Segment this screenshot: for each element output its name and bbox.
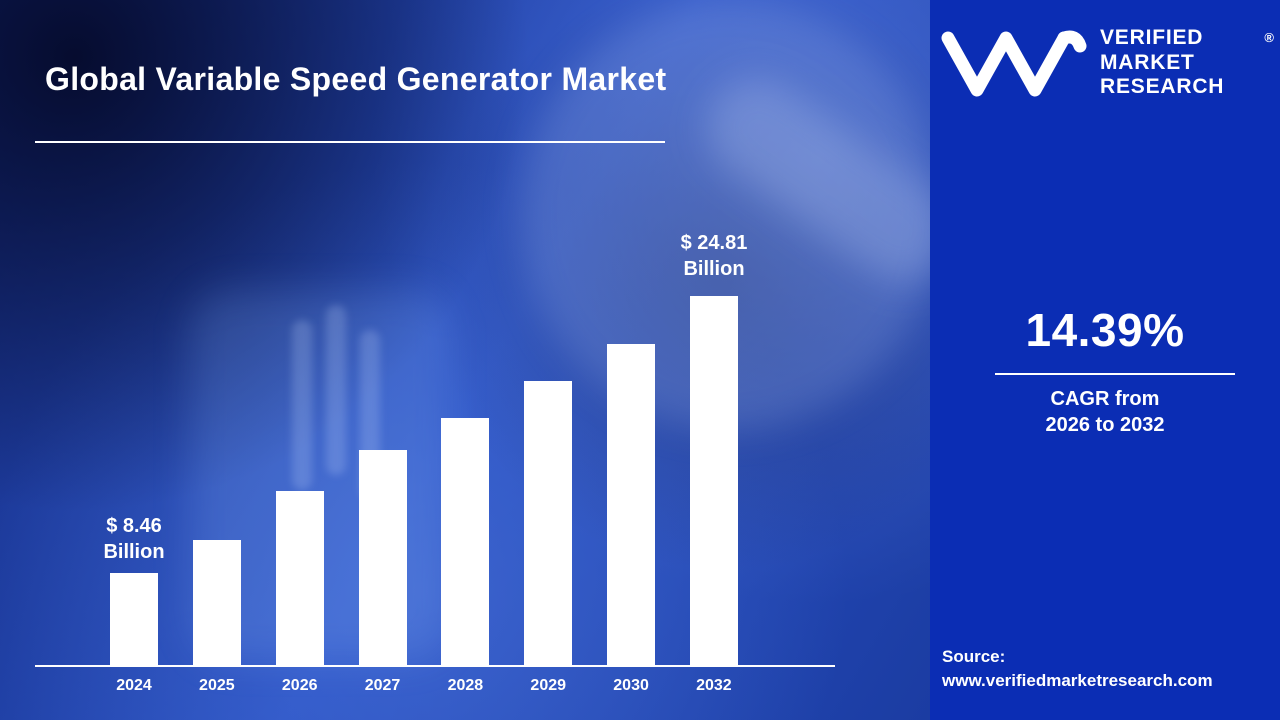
background-testtube: [292, 320, 312, 490]
cagr-underline: [995, 373, 1235, 375]
x-axis-label-2027: 2027: [364, 677, 401, 694]
x-axis-label-2025: 2025: [199, 677, 235, 694]
cagr-label-line2: 2026 to 2032: [1045, 414, 1165, 436]
bar-series: [35, 245, 835, 665]
vmr-logo: VERIFIED MARKET RESEARCH: [938, 26, 1224, 100]
stats-panel: VERIFIED MARKET RESEARCH ® 14.39% CAGR f…: [930, 0, 1280, 720]
cagr-label-line1: CAGR from: [1050, 388, 1160, 410]
value-label-2032-amount: $ 24.81: [680, 232, 748, 254]
logo-line-market: MARKET: [1100, 50, 1195, 74]
x-axis-label-2028: 2028: [447, 677, 484, 694]
x-axis-label-2032: 2032: [696, 677, 732, 694]
value-label-2032-unit: Billion: [683, 258, 745, 281]
chart-panel: Global Variable Speed Generator Market 2…: [0, 0, 930, 720]
x-axis-label-2029: 2029: [530, 677, 567, 694]
bar-2028: [441, 418, 490, 665]
bar-2029: [524, 381, 573, 665]
x-axis-label-2030: 2030: [613, 677, 649, 694]
page-title: Global Variable Speed Generator Market: [45, 61, 667, 98]
background-testtube: [326, 305, 346, 475]
x-axis-labels: 2024 2025 2026 2027 2028 2029 2030 2032: [35, 677, 835, 695]
value-label-2032: $ 24.81 Billion: [644, 230, 784, 283]
source-block: Source: www.verifiedmarketresearch.com: [942, 645, 1213, 692]
logo-line-verified: VERIFIED: [1100, 26, 1204, 50]
title-underline: [35, 141, 665, 143]
bar-2032: [689, 296, 738, 665]
vmr-logo-wordmark: VERIFIED MARKET RESEARCH: [1100, 26, 1224, 99]
value-label-2024-amount: $ 8.46: [106, 515, 162, 537]
source-url: www.verifiedmarketresearch.com: [942, 670, 1213, 690]
bar-chart: [35, 245, 835, 667]
bar-2026: [275, 491, 324, 665]
vmr-logo-icon: [938, 26, 1088, 100]
value-label-2024: $ 8.46 Billion: [64, 513, 204, 566]
registered-trademark-symbol: ®: [1264, 30, 1274, 45]
logo-line-research: RESEARCH: [1100, 75, 1225, 99]
bar-2024: [110, 573, 158, 665]
x-axis-label-2024: 2024: [116, 677, 152, 694]
x-axis-label-2026: 2026: [281, 677, 318, 694]
bar-2025: [192, 540, 241, 665]
source-label: Source:: [942, 647, 1006, 667]
bar-2030: [607, 344, 656, 665]
value-label-2024-unit: Billion: [103, 541, 165, 564]
cagr-value: 14.39%: [1025, 304, 1185, 356]
bar-2027: [358, 450, 407, 665]
